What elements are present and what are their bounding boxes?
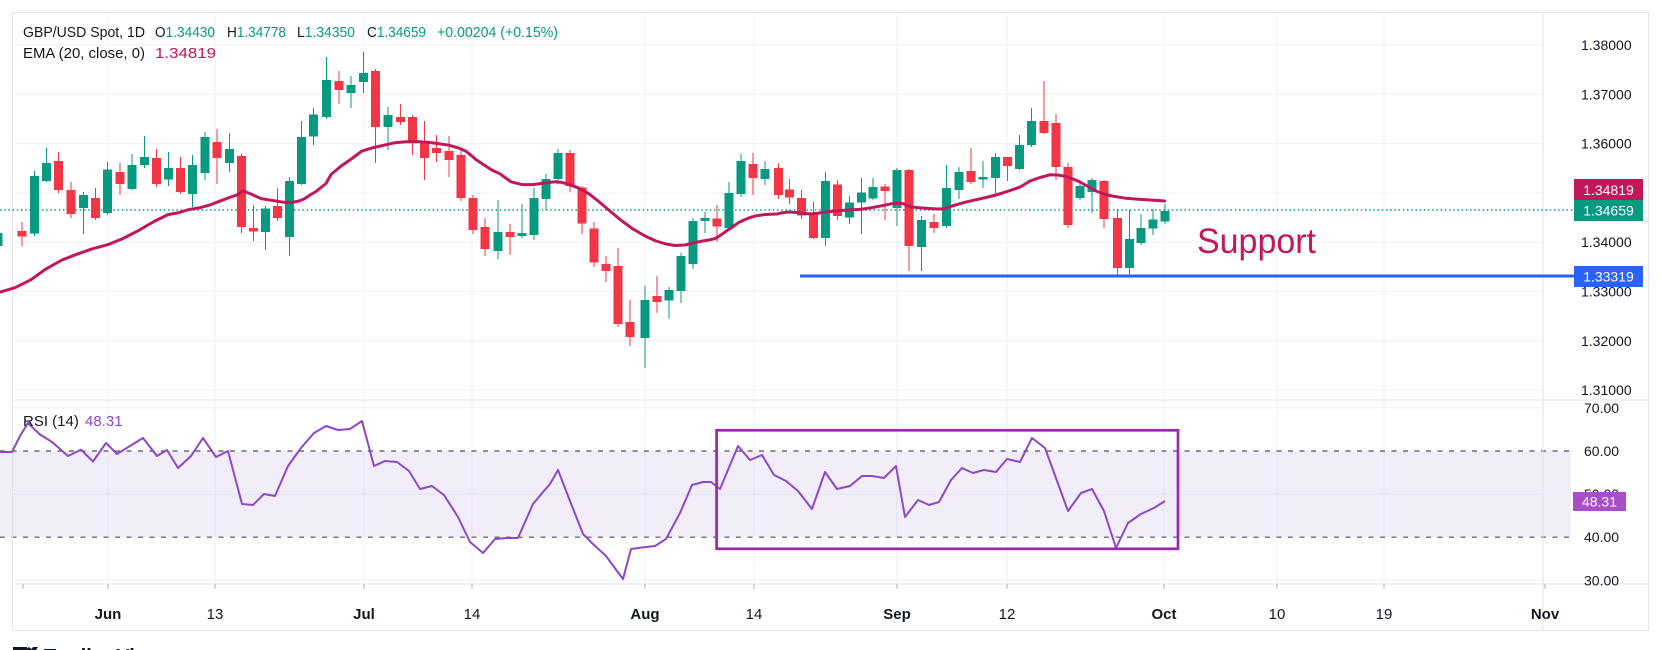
svg-text:1.33319: 1.33319: [1583, 269, 1634, 285]
svg-text:TradingView: TradingView: [44, 646, 162, 650]
svg-text:1.38000: 1.38000: [1581, 37, 1632, 53]
svg-text:+0.00204 (+0.15%): +0.00204 (+0.15%): [437, 24, 558, 41]
svg-text:1.34819: 1.34819: [155, 45, 216, 62]
svg-text:1.34659: 1.34659: [1583, 203, 1634, 219]
svg-text:1.34819: 1.34819: [1583, 182, 1634, 198]
svg-text:O1.34430: O1.34430: [155, 24, 215, 41]
svg-text:Jul: Jul: [353, 606, 375, 623]
svg-text:RSI (14): RSI (14): [23, 413, 79, 430]
svg-text:1.32000: 1.32000: [1581, 333, 1632, 349]
svg-text:1.33000: 1.33000: [1581, 284, 1632, 300]
svg-text:48.31: 48.31: [1582, 494, 1617, 510]
svg-text:19: 19: [1376, 606, 1393, 623]
svg-text:Jun: Jun: [95, 606, 122, 623]
svg-text:GBP/USD Spot, 1D: GBP/USD Spot, 1D: [23, 24, 145, 41]
svg-text:30.00: 30.00: [1584, 572, 1619, 588]
svg-text:40.00: 40.00: [1584, 529, 1619, 545]
svg-text:60.00: 60.00: [1584, 443, 1619, 459]
svg-text:H1.34778: H1.34778: [227, 24, 286, 41]
svg-text:Nov: Nov: [1531, 606, 1560, 623]
svg-text:Support: Support: [1197, 222, 1316, 261]
svg-text:1.36000: 1.36000: [1581, 136, 1632, 152]
svg-text:14: 14: [746, 606, 763, 623]
svg-text:1.31000: 1.31000: [1581, 382, 1632, 398]
svg-text:EMA (20, close, 0): EMA (20, close, 0): [23, 45, 145, 62]
svg-text:13: 13: [207, 606, 224, 623]
svg-text:48.31: 48.31: [85, 413, 123, 430]
svg-text:14: 14: [464, 606, 481, 623]
svg-text:L1.34350: L1.34350: [297, 24, 355, 41]
svg-text:1.34000: 1.34000: [1581, 234, 1632, 250]
svg-text:10: 10: [1269, 606, 1286, 623]
svg-text:12: 12: [999, 606, 1016, 623]
svg-text:Oct: Oct: [1151, 606, 1176, 623]
svg-text:Sep: Sep: [883, 606, 911, 623]
svg-text:C1.34659: C1.34659: [367, 24, 426, 41]
svg-text:70.00: 70.00: [1584, 400, 1619, 416]
svg-text:Aug: Aug: [630, 606, 659, 623]
svg-text:1.37000: 1.37000: [1581, 86, 1632, 102]
